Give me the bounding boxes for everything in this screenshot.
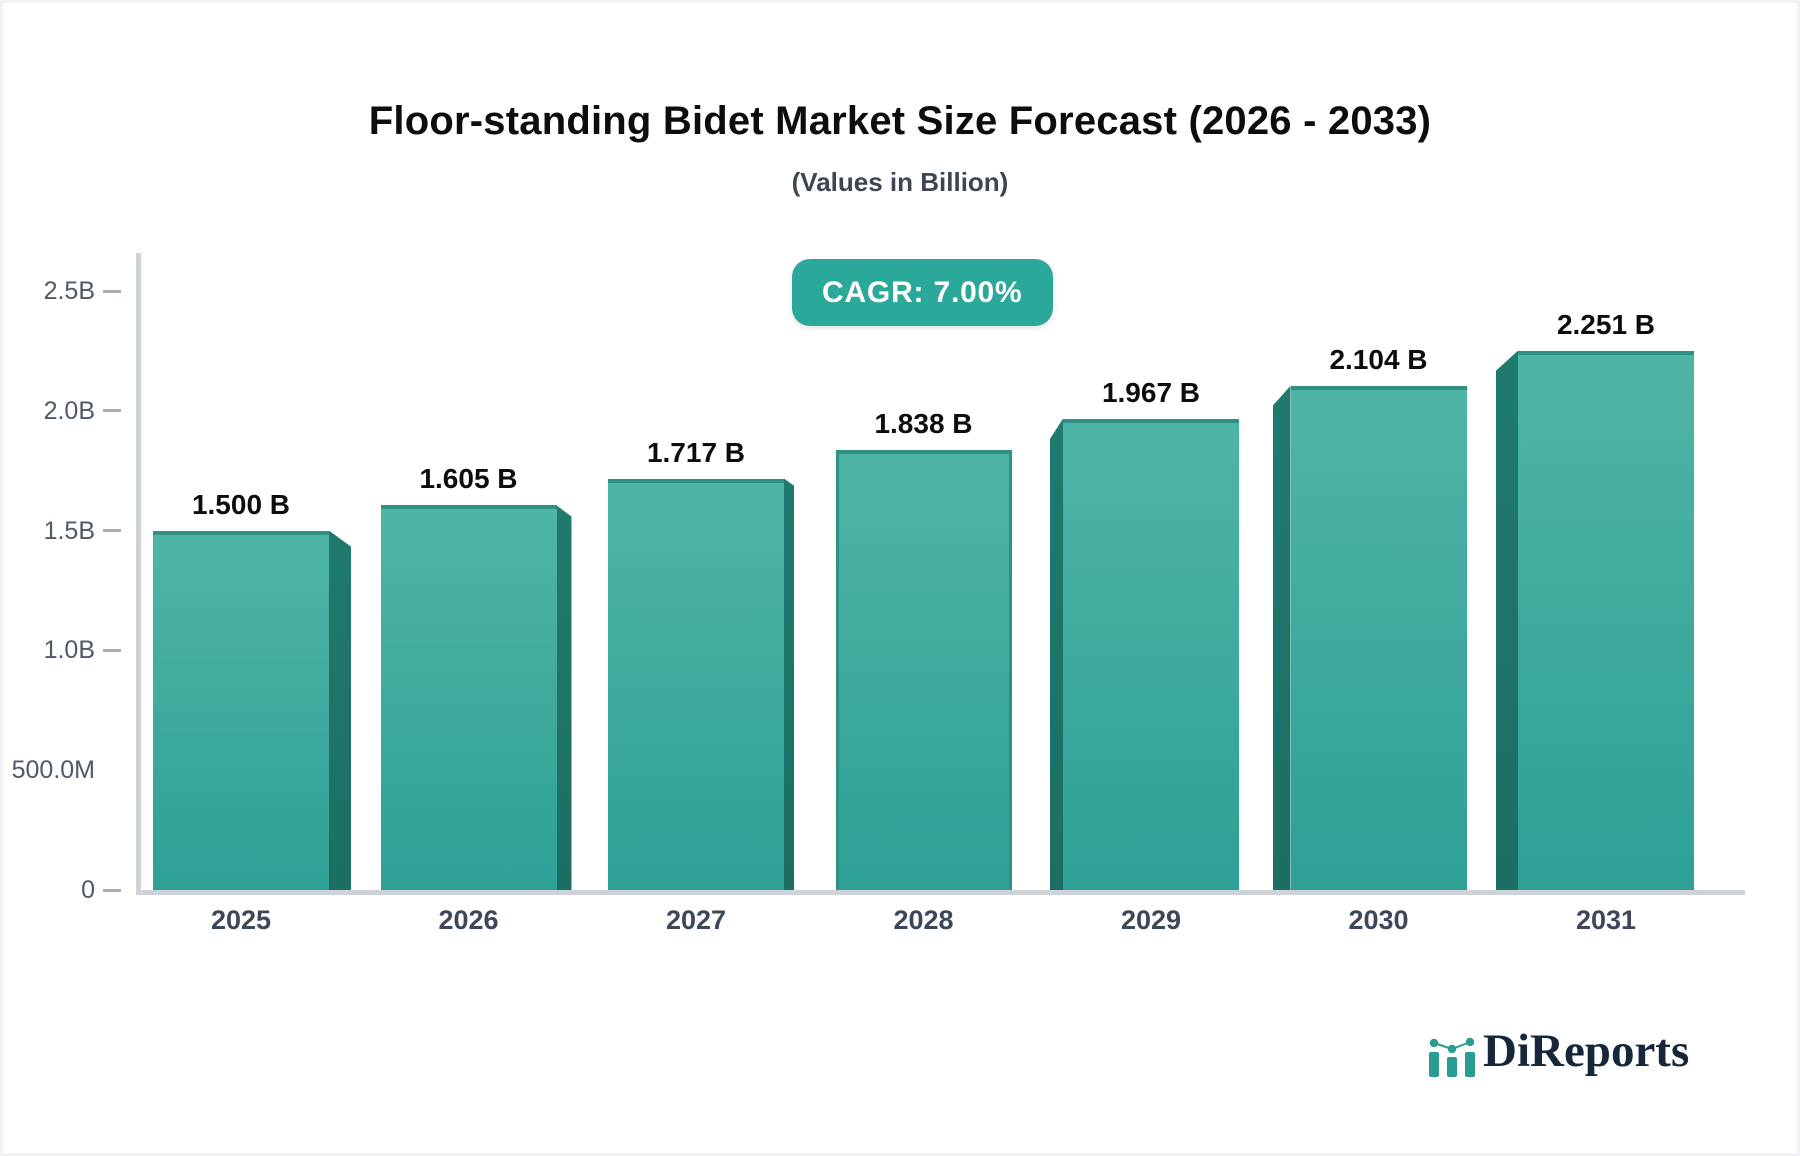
y-axis-tick-label: 1.0B: [43, 636, 95, 665]
y-axis-tick-dash: [103, 289, 121, 293]
bar: [608, 478, 784, 890]
direports-logo: DiReports: [1427, 1025, 1689, 1077]
y-axis-tick-label: 500.0M: [11, 756, 95, 785]
bar-side-face: [556, 505, 572, 890]
bar-side-face: [329, 530, 351, 890]
bar-value-label: 1.605 B: [419, 463, 518, 495]
bar: [380, 505, 557, 890]
y-axis-tick-label: 1.5B: [43, 516, 95, 545]
y-axis-tick-dash: [103, 409, 121, 413]
chart-title: Floor-standing Bidet Market Size Forecas…: [368, 99, 1432, 143]
bar: [835, 449, 1012, 890]
y-axis-tick-dash: [103, 529, 121, 533]
bar: [1063, 418, 1239, 890]
y-axis-tick-dash: [103, 888, 121, 892]
x-axis-label: 2025: [210, 905, 272, 935]
y-axis-line: [136, 253, 141, 895]
x-axis-label: 2029: [1120, 905, 1182, 935]
bar-side-face: [1272, 385, 1291, 890]
bar-value-label: 1.838 B: [874, 407, 973, 439]
bar: [153, 530, 329, 890]
bar-side-face: [1050, 418, 1063, 890]
bar-side-face: [784, 478, 794, 890]
x-axis-label: 2028: [893, 905, 954, 935]
y-axis-tick-label: 0: [81, 876, 95, 904]
x-axis-label: 2030: [1348, 905, 1409, 935]
x-axis-label: 2027: [665, 905, 727, 935]
chart-subtitle: (Values in Billion): [791, 167, 1009, 197]
bar: [1518, 350, 1694, 890]
y-axis-tick-dash: [103, 648, 121, 652]
bar-value-label: 2.251 B: [1556, 308, 1656, 340]
x-axis-line: [136, 890, 1745, 895]
bar-side-face: [1496, 350, 1518, 890]
y-axis-tick-label: 2.0B: [43, 396, 95, 425]
brand-name: DiReports: [1483, 1025, 1690, 1077]
cagr-badge: CAGR: 7.00%: [792, 259, 1053, 326]
direports-logo-icon: [1429, 1037, 1475, 1077]
y-axis-tick-label: 2.5B: [43, 277, 95, 305]
bar-value-label: 1.717 B: [646, 436, 746, 468]
bar-value-label: 1.500 B: [191, 488, 291, 520]
bar: [1290, 385, 1467, 890]
bar-value-label: 2.104 B: [1329, 343, 1428, 375]
bar-value-label: 1.967 B: [1101, 376, 1201, 408]
x-axis-label: 2026: [438, 905, 499, 935]
x-axis-label: 2031: [1575, 905, 1637, 935]
